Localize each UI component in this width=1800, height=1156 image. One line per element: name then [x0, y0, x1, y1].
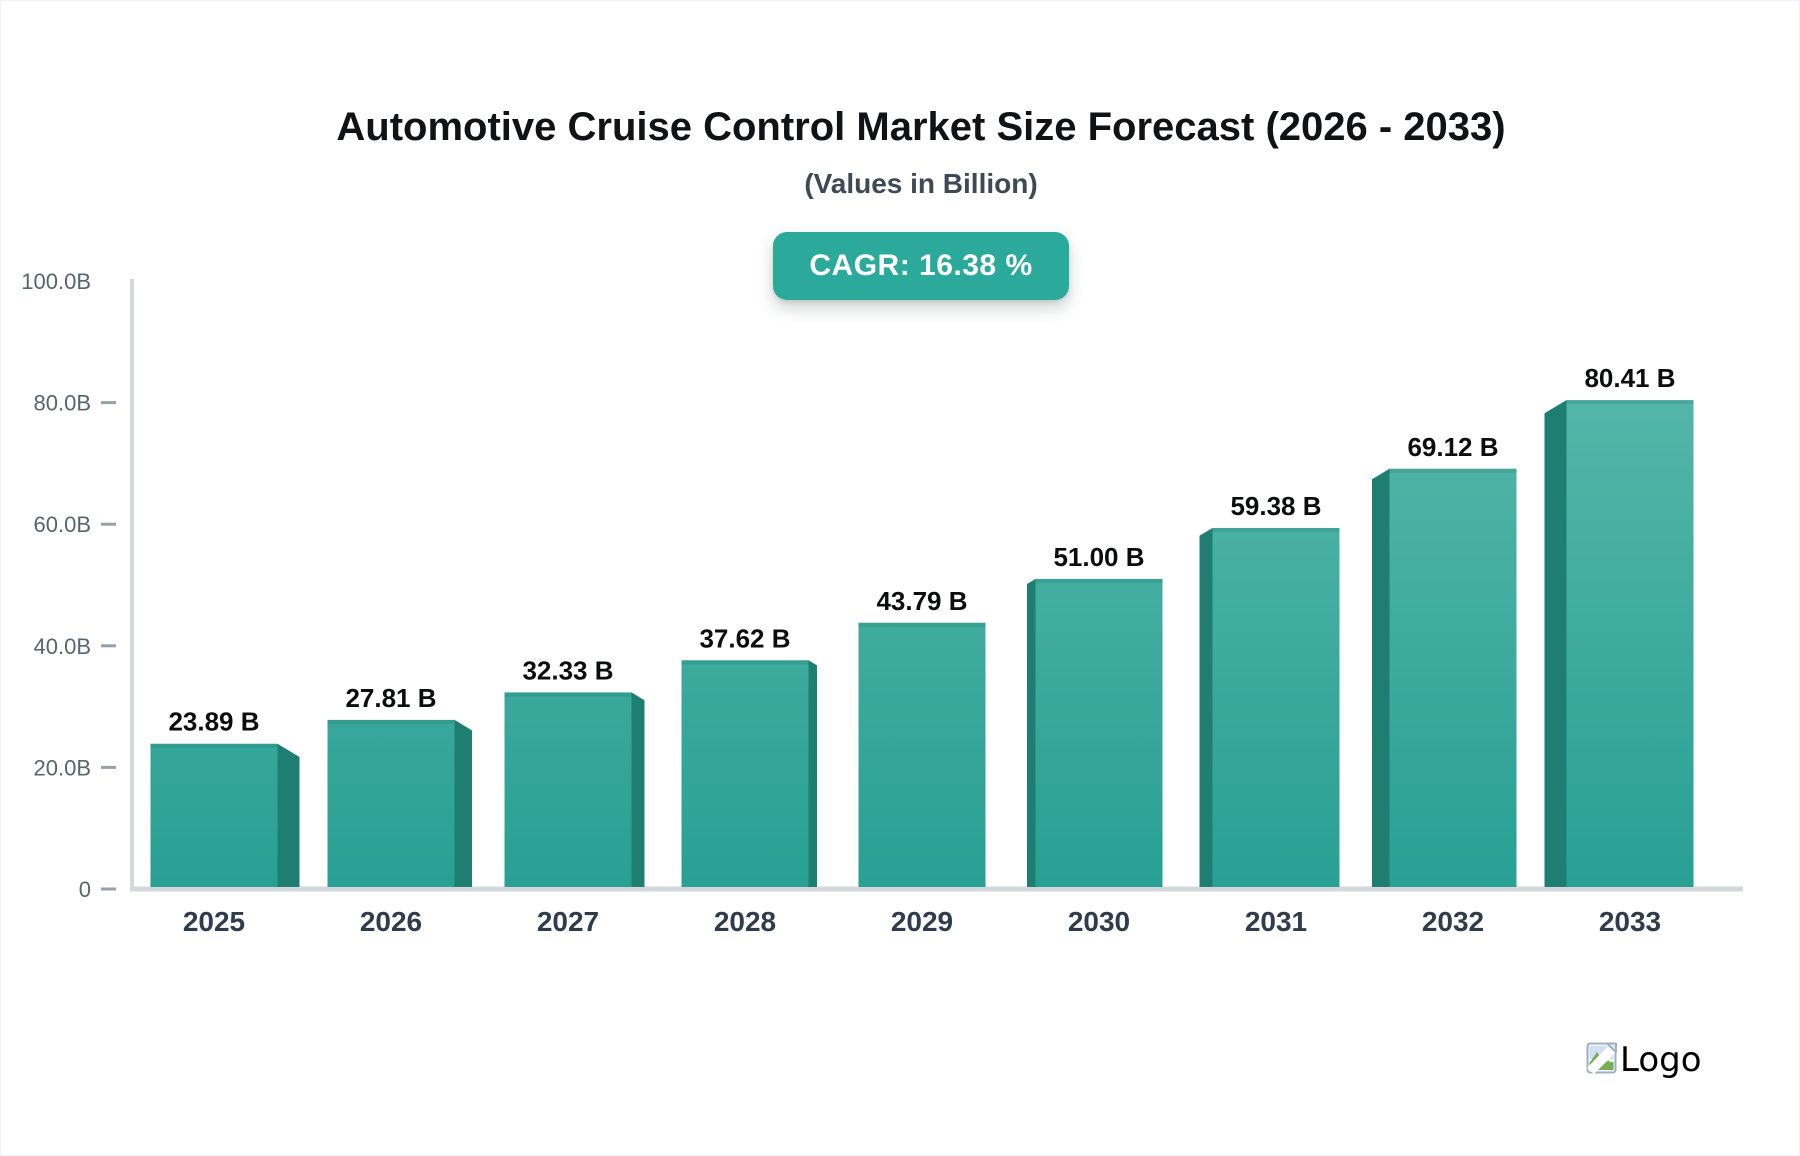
x-tick-label: 2033 — [1599, 906, 1661, 937]
bar-top-lip — [858, 622, 986, 627]
bar-front-face — [150, 743, 278, 887]
bar-front-face — [858, 622, 986, 887]
bar-value-label: 59.38 B — [1230, 491, 1321, 521]
y-tick-label: 0 — [79, 877, 91, 902]
bar-front-face — [327, 719, 455, 887]
bar-top-lip — [504, 692, 632, 697]
x-tick-label: 2027 — [537, 906, 599, 937]
bar-value-label: 23.89 B — [168, 707, 259, 737]
bar-side-face — [454, 719, 472, 887]
bar-value-label: 32.33 B — [522, 655, 613, 685]
x-tick-label: 2026 — [360, 906, 422, 937]
y-tick-label: 40.0B — [34, 634, 92, 659]
cagr-badge: CAGR: 16.38 % — [773, 232, 1069, 300]
y-tick-label: 100.0B — [21, 269, 91, 294]
bar-side-face — [277, 743, 300, 887]
bar-side-face — [1372, 468, 1390, 887]
x-tick-label: 2029 — [891, 906, 953, 937]
bar-group-2027: 32.33 B 2027 — [504, 655, 645, 937]
bar-group-2026: 27.81 B 2026 — [327, 683, 472, 937]
x-tick-label: 2025 — [183, 906, 245, 937]
bar-top-lip — [1389, 468, 1517, 473]
bar-value-label: 69.12 B — [1407, 432, 1498, 462]
bar-front-face — [1566, 400, 1694, 887]
bar-front-face — [504, 692, 632, 887]
bar-side-face — [1027, 578, 1036, 887]
bar-group-2029: 43.79 B 2029 — [858, 586, 986, 937]
bar-side-face — [631, 692, 645, 887]
bar-top-lip — [681, 660, 809, 665]
y-tick-label: 20.0B — [34, 755, 92, 780]
bar-group-2032: 69.12 B 2032 — [1372, 432, 1517, 937]
bar-group-2028: 37.62 B 2028 — [681, 623, 817, 937]
x-tick-label: 2030 — [1068, 906, 1130, 937]
bar-side-face — [808, 660, 817, 887]
bar-top-lip — [1566, 400, 1694, 405]
bar-value-label: 80.41 B — [1584, 363, 1675, 393]
bar-front-face — [1389, 468, 1517, 887]
bar-top-lip — [150, 743, 278, 748]
bar-value-label: 27.81 B — [345, 683, 436, 713]
chart-header: Automotive Cruise Control Market Size Fo… — [41, 1, 1799, 300]
x-tick-label: 2032 — [1422, 906, 1484, 937]
bar-value-label: 43.79 B — [876, 586, 967, 616]
bar-value-label: 37.62 B — [699, 623, 790, 653]
bar-front-face — [1035, 578, 1163, 887]
bar-group-2025: 23.89 B 2025 — [150, 707, 300, 937]
bar-front-face — [681, 660, 809, 887]
bar-group-2030: 51.00 B 2030 — [1027, 542, 1163, 937]
bar-side-face — [1199, 527, 1213, 887]
bar-top-lip — [327, 719, 455, 724]
y-tick-label: 60.0B — [34, 512, 92, 537]
logo-text: Logo — [1620, 1040, 1702, 1080]
bar-front-face — [1212, 527, 1340, 887]
y-tick-label: 80.0B — [34, 391, 92, 416]
logo: Logo — [1585, 1040, 1702, 1080]
x-tick-label: 2031 — [1245, 906, 1307, 937]
bar-group-2031: 59.38 B 2031 — [1199, 491, 1340, 937]
chart-title: Automotive Cruise Control Market Size Fo… — [336, 105, 1506, 149]
bar-top-lip — [1035, 578, 1163, 583]
chart-subtitle: (Values in Billion) — [804, 168, 1038, 199]
bar-group-2033: 80.41 B 2033 — [1544, 363, 1694, 937]
x-tick-label: 2028 — [714, 906, 776, 937]
broken-image-icon — [1586, 1042, 1617, 1074]
bar-side-face — [1544, 400, 1567, 887]
bar-top-lip — [1212, 527, 1340, 532]
bar-value-label: 51.00 B — [1053, 542, 1144, 572]
